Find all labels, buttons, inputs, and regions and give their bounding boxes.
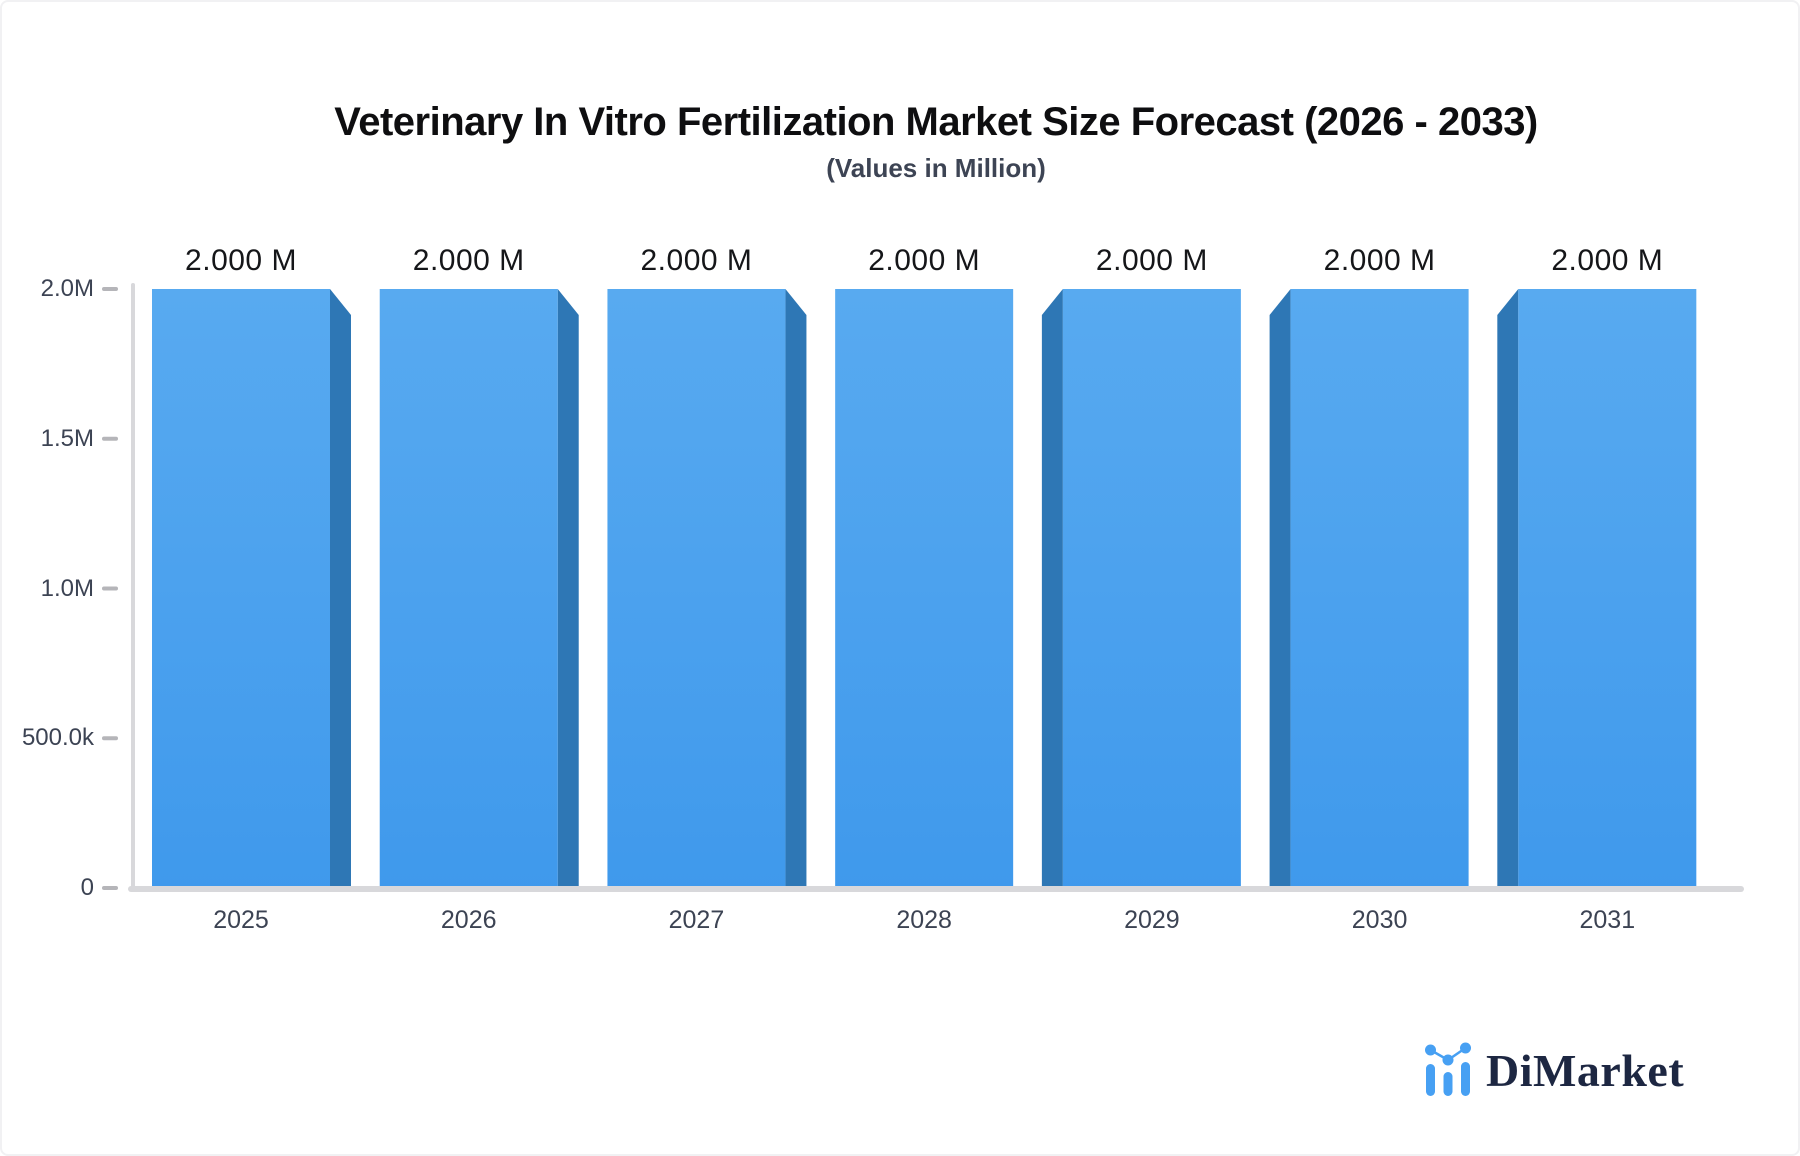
y-axis-tick: [102, 287, 118, 291]
x-axis-label: 2027: [668, 906, 725, 934]
bar-side-face: [1497, 289, 1519, 892]
bar-value-label: 2.000 M: [412, 244, 525, 277]
bar-side-face: [557, 289, 579, 892]
y-axis-label: 500.0k: [21, 724, 94, 752]
chart-subtitle: (Values in Million): [826, 153, 1046, 183]
x-axis-line: [128, 886, 1744, 892]
bar-value-label: 2.000 M: [1551, 244, 1664, 277]
logo-text: DiMarket: [1486, 1044, 1685, 1096]
bar-value-label: 2.000 M: [1323, 244, 1436, 277]
y-axis-tick: [102, 586, 118, 591]
y-axis-label: 0: [80, 874, 94, 901]
x-axis-label: 2028: [896, 906, 952, 934]
chart-title: Veterinary In Vitro Fertilization Market…: [334, 100, 1538, 144]
mini-bar-line-chart-icon: [1425, 1042, 1471, 1096]
y-axis-label: 2.0M: [40, 275, 94, 302]
bar-side-face: [1269, 289, 1291, 892]
bar-value-label: 2.000 M: [1095, 244, 1208, 277]
bar-value-label: 2.000 M: [640, 244, 753, 277]
bar: [1518, 289, 1697, 892]
y-axis-line: [131, 283, 135, 892]
axes-layer: [102, 283, 1744, 892]
bar: [379, 289, 558, 892]
y-axis-label: 1.0M: [40, 574, 94, 602]
x-axis-label: 2031: [1579, 906, 1636, 934]
bar-value-label: 2.000 M: [868, 244, 981, 277]
x-axis-label: 2026: [440, 906, 497, 934]
bar: [1290, 289, 1469, 892]
bar: [835, 289, 1014, 892]
bar-side-face: [330, 289, 351, 892]
bar-side-face: [785, 289, 807, 892]
y-axis-tick: [102, 736, 118, 741]
x-axis-label: 2025: [213, 906, 269, 934]
bar: [1062, 289, 1241, 892]
y-axis-tick: [102, 436, 118, 441]
y-axis-tick: [102, 886, 118, 890]
bar: [607, 289, 786, 892]
dimarket-logo: DiMarket: [1424, 1038, 1684, 1102]
bar-value-label: 2.000 M: [185, 244, 297, 277]
y-axis-label: 1.5M: [40, 424, 94, 452]
bar-side-face: [1041, 289, 1063, 892]
x-axis-label: 2029: [1124, 906, 1180, 934]
bar: [152, 289, 330, 892]
bars-layer: [152, 289, 1697, 892]
x-axis-label: 2030: [1351, 906, 1408, 934]
